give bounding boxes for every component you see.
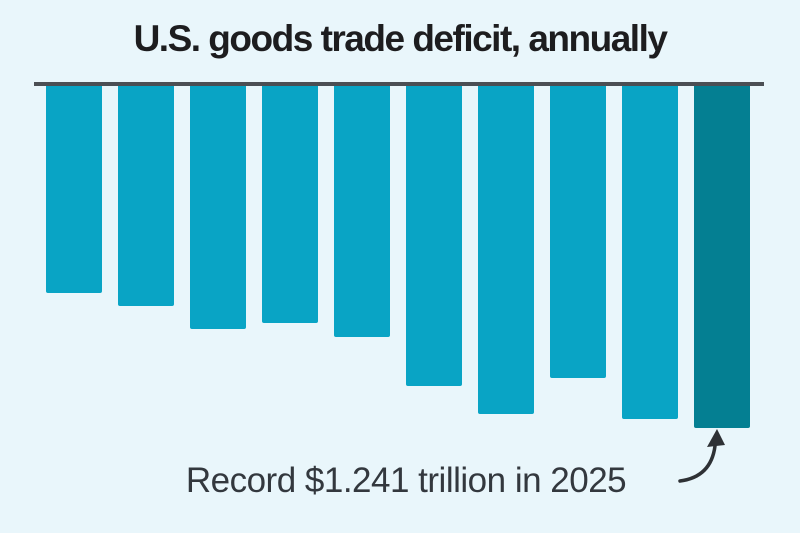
bar-2017 xyxy=(118,86,174,306)
chart-title: U.S. goods trade deficit, annually xyxy=(133,18,668,59)
bar-2021 xyxy=(406,86,462,386)
bar-2022 xyxy=(478,86,534,414)
baseline-axis xyxy=(34,82,764,86)
bar-2018 xyxy=(190,86,246,329)
bar-2025 xyxy=(694,86,750,428)
bars-container xyxy=(46,86,750,428)
bar-2016 xyxy=(46,86,102,293)
bar-2020 xyxy=(334,86,390,337)
curved-up-arrow-icon xyxy=(678,429,725,483)
bar-2023 xyxy=(550,86,606,378)
bar-2019 xyxy=(262,86,318,323)
bar-2024 xyxy=(622,86,678,419)
annotation-label: Record $1.241 trillion in 2025 xyxy=(185,461,627,500)
